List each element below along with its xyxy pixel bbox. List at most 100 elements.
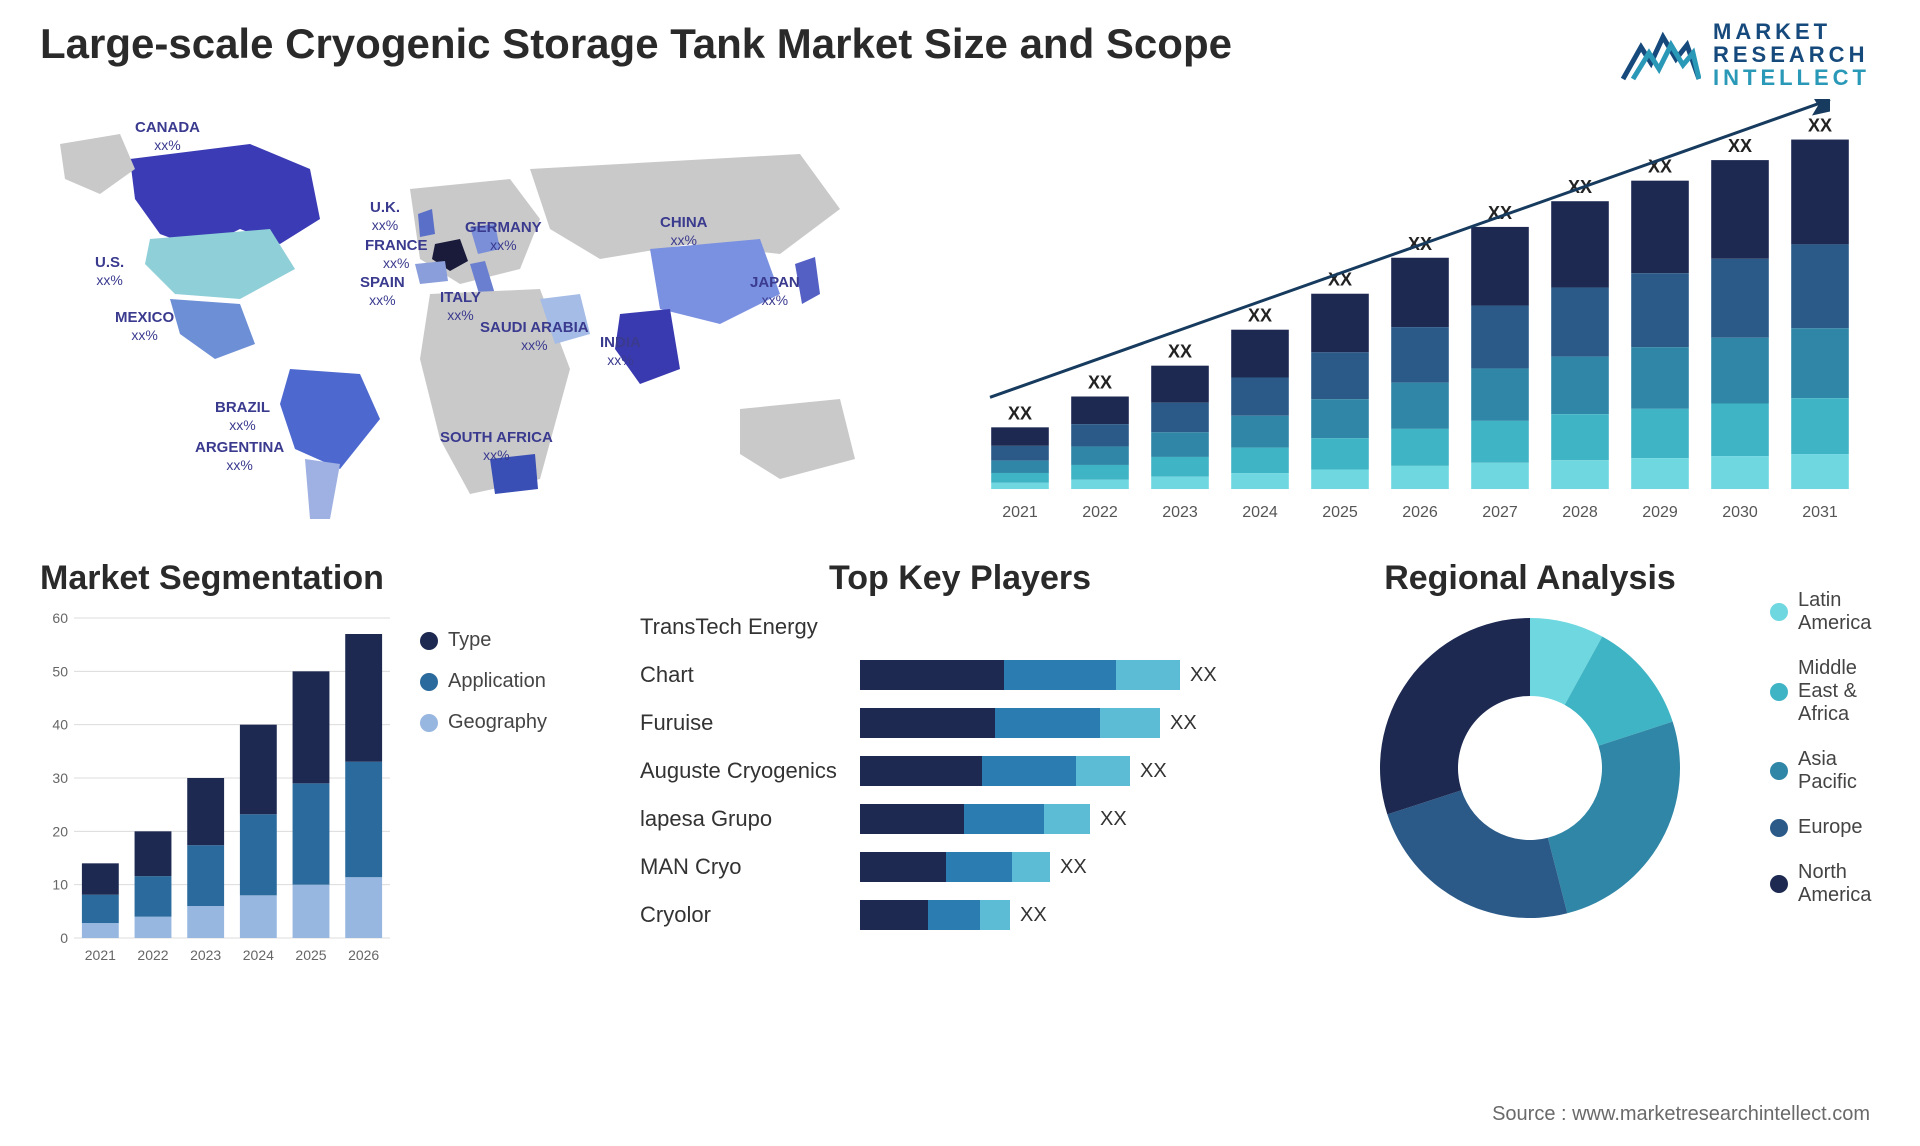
- growth-bar-seg: [991, 428, 1049, 447]
- seg-bar-seg: [240, 815, 277, 896]
- country-label-italy: ITALYxx%: [440, 289, 481, 324]
- legend-label: Middle East & Africa: [1798, 657, 1880, 726]
- growth-bar-seg: [1231, 378, 1289, 416]
- regional-donut-chart: [1370, 608, 1690, 928]
- map-brazil: [280, 369, 380, 469]
- legend-label: Asia Pacific: [1798, 748, 1880, 794]
- legend-swatch-icon: [1770, 819, 1788, 837]
- growth-bar-seg: [1391, 258, 1449, 327]
- player-bar: [860, 708, 1160, 738]
- player-bar-seg: [860, 804, 964, 834]
- country-label-germany: GERMANYxx%: [465, 219, 542, 254]
- growth-bar-seg: [1711, 456, 1769, 489]
- growth-arrow-icon: [1812, 99, 1830, 116]
- growth-bar-label: XX: [1808, 116, 1832, 136]
- growth-year-label: 2027: [1482, 504, 1518, 521]
- growth-bar-seg: [1471, 463, 1529, 489]
- player-name: Auguste Cryogenics: [640, 758, 860, 784]
- growth-bar-seg: [1151, 433, 1209, 458]
- player-bar-seg: [980, 900, 1010, 930]
- growth-bar-seg: [1311, 353, 1369, 400]
- map-argentina: [305, 459, 340, 519]
- player-row: Furuise XX: [640, 704, 1280, 742]
- brand-line3: INTELLECT: [1713, 66, 1870, 89]
- player-bar-wrap: XX: [860, 804, 1280, 834]
- map-usa: [145, 229, 295, 299]
- player-bar-seg: [982, 756, 1077, 786]
- page-title: Large-scale Cryogenic Storage Tank Marke…: [40, 20, 1232, 68]
- growth-bar-seg: [1711, 160, 1769, 259]
- growth-bar-seg: [1151, 457, 1209, 477]
- top-row: CANADAxx%U.S.xx%MEXICOxx%BRAZILxx%ARGENT…: [0, 99, 1920, 529]
- player-bar-seg: [946, 852, 1013, 882]
- legend-label: Type: [448, 629, 491, 652]
- growth-bar-seg: [1071, 465, 1129, 480]
- growth-bar-seg: [1311, 470, 1369, 490]
- growth-bar-seg: [1071, 397, 1129, 425]
- player-name: Cryolor: [640, 902, 860, 928]
- map-uk: [418, 209, 435, 237]
- growth-bar-seg: [1791, 398, 1849, 454]
- brand-logo: MARKET RESEARCH INTELLECT: [1621, 20, 1870, 89]
- donut-slice: [1548, 722, 1680, 914]
- seg-bar-seg: [240, 896, 277, 939]
- player-value: XX: [1170, 712, 1197, 735]
- player-bar-seg: [1100, 708, 1160, 738]
- player-bar-seg: [860, 852, 946, 882]
- growth-bar-seg: [1471, 421, 1529, 463]
- growth-bar-seg: [1231, 448, 1289, 473]
- player-bar-seg: [860, 756, 982, 786]
- segmentation-bar-chart: 0102030405060202120222023202420252026: [40, 608, 400, 968]
- player-bar: [860, 804, 1090, 834]
- brand-mountain-icon: [1621, 23, 1701, 87]
- growth-bar-seg: [1151, 477, 1209, 489]
- player-bar: [860, 900, 1010, 930]
- country-label-argentina: ARGENTINAxx%: [195, 439, 284, 474]
- growth-bar-label: XX: [1248, 306, 1272, 326]
- seg-bar-seg: [293, 672, 330, 784]
- growth-bar-seg: [1231, 473, 1289, 489]
- legend-swatch-icon: [1770, 875, 1788, 893]
- player-bar-seg: [860, 660, 1004, 690]
- seg-bar-seg: [345, 634, 382, 762]
- seg-bar-seg: [82, 895, 119, 923]
- legend-label: Application: [448, 670, 546, 693]
- growth-bar-label: XX: [1168, 342, 1192, 362]
- player-value: XX: [1020, 904, 1047, 927]
- growth-bar-seg: [1551, 357, 1609, 415]
- country-label-india: INDIAxx%: [600, 334, 641, 369]
- country-label-brazil: BRAZILxx%: [215, 399, 270, 434]
- growth-bar-seg: [1791, 329, 1849, 399]
- seg-bar-seg: [135, 832, 172, 877]
- player-bar-seg: [1012, 852, 1050, 882]
- growth-bar-seg: [1231, 330, 1289, 378]
- growth-bar-seg: [1471, 306, 1529, 369]
- growth-bar-seg: [991, 483, 1049, 489]
- country-label-japan: JAPANxx%: [750, 274, 800, 309]
- seg-ytick: 10: [52, 877, 68, 893]
- player-row: ChartXX: [640, 656, 1280, 694]
- player-row: Auguste CryogenicsXX: [640, 752, 1280, 790]
- seg-ytick: 60: [52, 610, 68, 626]
- region-legend-item: Europe: [1770, 816, 1880, 839]
- regional-title: Regional Analysis: [1320, 559, 1740, 598]
- seg-year-label: 2026: [348, 947, 379, 963]
- segmentation-legend: TypeApplicationGeography: [420, 559, 600, 973]
- player-bar-seg: [1076, 756, 1130, 786]
- player-bar-seg: [964, 804, 1045, 834]
- player-bar: [860, 852, 1050, 882]
- growth-bar-seg: [1631, 273, 1689, 347]
- player-bar-wrap: XX: [860, 708, 1280, 738]
- player-bar-seg: [860, 900, 928, 930]
- player-name: Furuise: [640, 710, 860, 736]
- growth-year-label: 2025: [1322, 504, 1358, 521]
- legend-label: Europe: [1798, 816, 1863, 839]
- player-bar: [860, 660, 1180, 690]
- seg-bar-seg: [135, 876, 172, 917]
- world-map-panel: CANADAxx%U.S.xx%MEXICOxx%BRAZILxx%ARGENT…: [40, 99, 920, 529]
- seg-year-label: 2024: [243, 947, 274, 963]
- legend-swatch-icon: [420, 673, 438, 691]
- player-name: lapesa Grupo: [640, 806, 860, 832]
- player-bar-wrap: XX: [860, 756, 1280, 786]
- growth-bar-seg: [1551, 461, 1609, 490]
